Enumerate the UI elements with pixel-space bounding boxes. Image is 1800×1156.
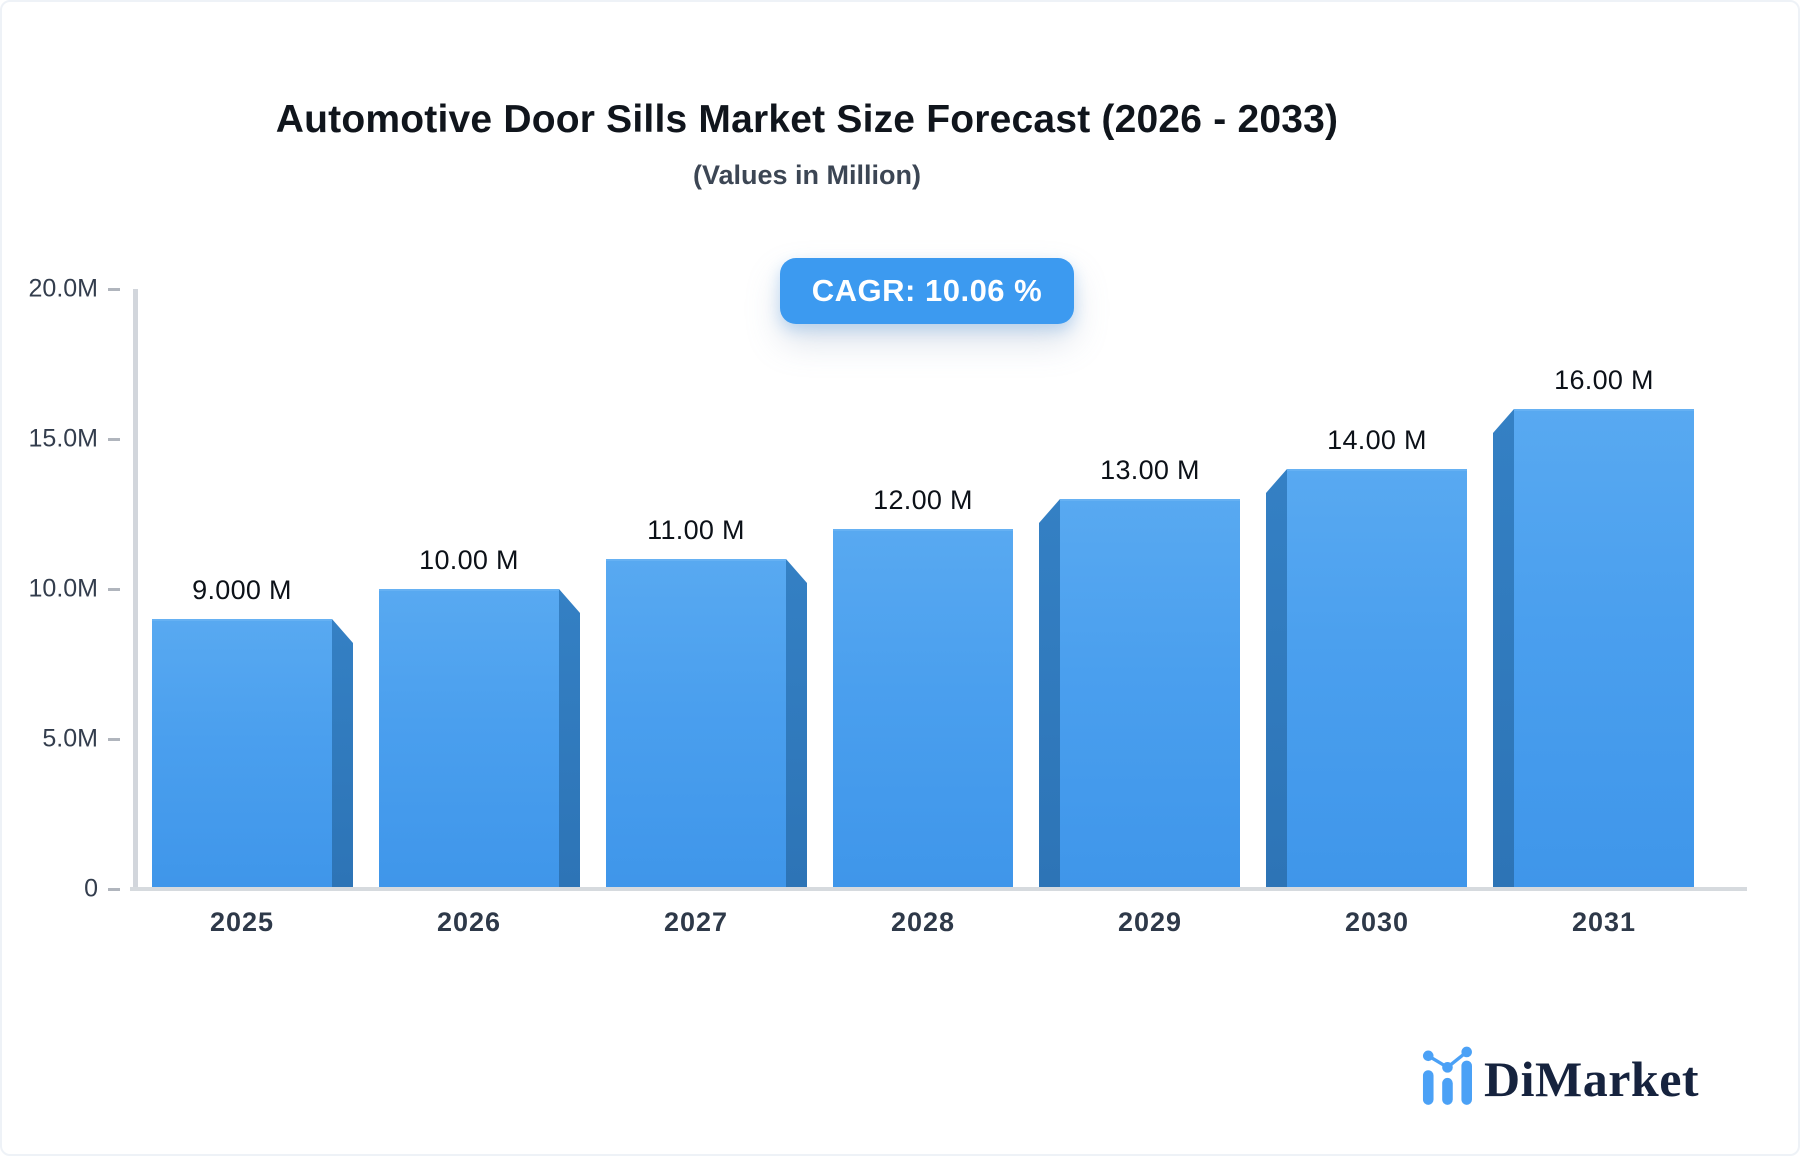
x-axis-baseline xyxy=(130,887,1747,891)
brand-chart-icon xyxy=(1422,1046,1472,1111)
bar-side-face-2029 xyxy=(1039,499,1060,887)
y-axis-tick xyxy=(108,588,120,591)
y-axis-tick xyxy=(108,888,120,891)
y-axis-tick xyxy=(108,288,120,291)
y-axis-tick xyxy=(108,438,120,441)
bar-2029 xyxy=(1060,499,1240,887)
chart-title: Automotive Door Sills Market Size Foreca… xyxy=(275,98,1339,141)
bar-side-face-2027 xyxy=(786,559,807,887)
bar-value-label-2028: 12.00 M xyxy=(873,485,973,515)
x-axis-label-2028: 2028 xyxy=(890,907,956,937)
bar-value-label-2027: 11.00 M xyxy=(647,515,745,545)
bar-2027 xyxy=(606,559,786,887)
title-block: Automotive Door Sills Market Size Foreca… xyxy=(2,98,1612,191)
bar-2028 xyxy=(833,529,1013,887)
bar-value-label-2030: 14.00 M xyxy=(1327,425,1427,455)
bar-value-label-2029: 13.00 M xyxy=(1100,455,1200,485)
y-axis-label: 5.0M xyxy=(42,724,98,753)
y-axis-line xyxy=(133,289,138,891)
brand-logo[interactable]: DiMarket xyxy=(1422,1046,1699,1111)
y-axis-label: 10.0M xyxy=(28,574,98,603)
cagr-badge-label: CAGR: 10.06 % xyxy=(811,273,1043,308)
bar-side-face-2026 xyxy=(559,589,580,887)
y-axis-label: 20.0M xyxy=(28,274,98,303)
x-axis-label-2029: 2029 xyxy=(1117,907,1183,937)
x-axis-label-2030: 2030 xyxy=(1344,907,1410,937)
chart-subtitle: (Values in Million) xyxy=(692,160,922,190)
x-axis-label-2031: 2031 xyxy=(1571,907,1637,937)
cagr-badge: CAGR: 10.06 % xyxy=(780,258,1074,324)
bar-side-face-2030 xyxy=(1266,469,1287,887)
bar-side-face-2031 xyxy=(1493,409,1514,887)
bar-2030 xyxy=(1287,469,1467,887)
bar-value-label-2026: 10.00 M xyxy=(419,545,519,575)
bar-value-label-2025: 9.000 M xyxy=(192,575,292,605)
brand-name: DiMarket xyxy=(1484,1050,1700,1107)
bar-value-label-2031: 16.00 M xyxy=(1554,365,1654,395)
bar-2025 xyxy=(152,619,332,887)
y-axis-label: 15.0M xyxy=(28,424,98,453)
bar-2026 xyxy=(379,589,559,887)
x-axis-label-2026: 2026 xyxy=(436,907,502,937)
y-axis-tick xyxy=(108,738,120,741)
bar-side-face-2025 xyxy=(332,619,353,887)
y-axis-label: 0 xyxy=(84,874,98,903)
x-axis-label-2027: 2027 xyxy=(663,907,729,937)
bar-2031 xyxy=(1514,409,1694,887)
x-axis-label-2025: 2025 xyxy=(209,907,275,937)
